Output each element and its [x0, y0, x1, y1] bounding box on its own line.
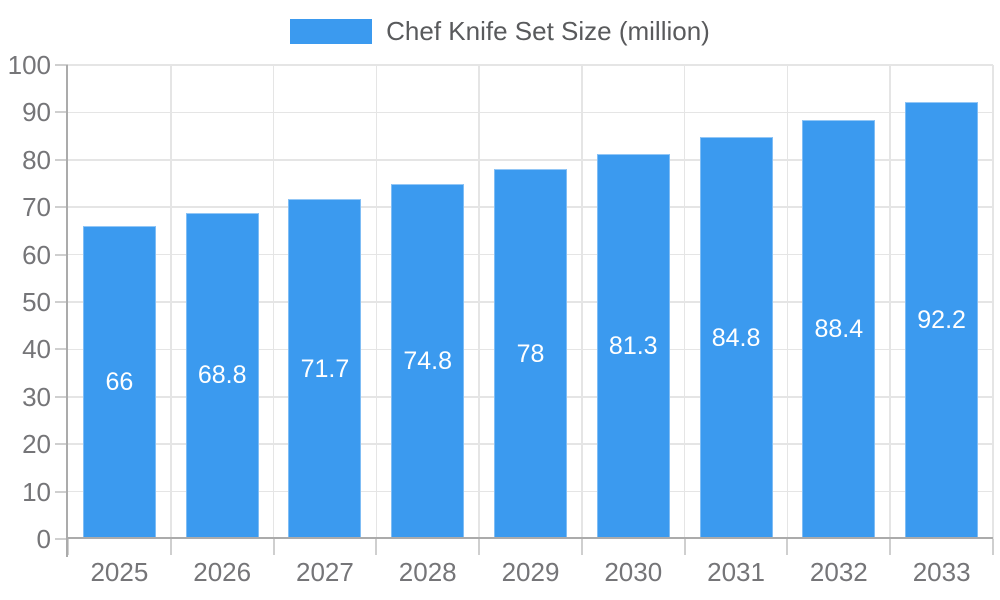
- x-axis-tick: [272, 539, 275, 555]
- bar-value-label: 74.8: [403, 347, 453, 376]
- y-axis-label: 20: [22, 429, 51, 460]
- bar-2031[interactable]: [699, 137, 773, 537]
- gridline-vertical: [272, 65, 275, 539]
- x-axis-tick: [889, 539, 892, 555]
- y-axis-tick: [55, 206, 68, 209]
- x-axis-tick: [580, 539, 583, 555]
- y-axis-label: 80: [22, 144, 51, 175]
- x-axis-category-label: 2031: [707, 557, 765, 587]
- y-axis-label: 40: [22, 334, 51, 365]
- gridline-vertical: [581, 65, 583, 539]
- legend: Chef Knife Set Size (million): [0, 16, 1000, 47]
- bar-value-label: 84.8: [711, 323, 761, 352]
- y-axis-tick: [55, 538, 68, 540]
- gridline-vertical: [478, 65, 480, 539]
- bar-value-label: 71.7: [300, 354, 350, 383]
- x-axis-tick: [992, 539, 994, 555]
- x-axis-category-label: 2026: [193, 557, 252, 587]
- bar-2026[interactable]: [185, 212, 259, 537]
- x-axis-category-label: 2030: [604, 557, 663, 587]
- y-axis-label: 30: [22, 381, 51, 412]
- gridline-vertical: [786, 65, 789, 539]
- y-axis-tick: [55, 443, 68, 446]
- legend-item[interactable]: Chef Knife Set Size (million): [290, 16, 710, 47]
- gridline-vertical: [683, 65, 686, 539]
- y-axis-label: 70: [22, 192, 51, 223]
- bar-2029[interactable]: [494, 169, 567, 537]
- bar-value-label: 66: [105, 368, 134, 397]
- x-axis-category-label: 2029: [501, 557, 560, 587]
- bar-value-label: 88.4: [814, 314, 864, 343]
- legend-swatch-icon: [290, 18, 373, 44]
- gridline-vertical: [375, 65, 378, 539]
- bar-value-label: 81.3: [608, 331, 658, 360]
- bar-2027[interactable]: [288, 199, 362, 537]
- bar-value-label: 78: [516, 339, 545, 368]
- y-axis-tick: [55, 64, 68, 66]
- y-axis-label: 10: [22, 476, 51, 507]
- gridline-horizontal: [68, 159, 993, 161]
- bar-2033[interactable]: [905, 101, 979, 537]
- y-axis-tick: [55, 348, 68, 351]
- gridline-horizontal: [68, 111, 993, 114]
- x-axis-tick: [169, 539, 172, 555]
- bar-2032[interactable]: [802, 119, 876, 537]
- legend-label: Chef Knife Set Size (million): [386, 15, 710, 46]
- gridline-vertical: [170, 65, 172, 539]
- y-axis-tick: [55, 301, 68, 303]
- bar-2030[interactable]: [596, 153, 670, 537]
- x-axis-category-label: 2028: [398, 557, 457, 587]
- y-axis-tick: [55, 158, 68, 161]
- x-axis-tick: [375, 539, 378, 555]
- x-axis-category-label: 2027: [296, 557, 354, 587]
- x-axis-category-label: 2032: [809, 557, 868, 587]
- y-axis-label: 90: [22, 97, 51, 128]
- x-axis-tick: [67, 539, 69, 555]
- y-axis-label: 0: [36, 524, 51, 554]
- bar-value-label: 92.2: [917, 305, 966, 334]
- y-axis-label: 50: [22, 287, 51, 317]
- x-axis-tick: [683, 539, 686, 555]
- x-axis-line: [68, 537, 993, 539]
- y-axis-tick: [55, 111, 68, 114]
- x-axis-category-label: 2033: [912, 557, 971, 587]
- y-axis-label: 60: [22, 239, 51, 270]
- y-axis-label: 100: [7, 50, 51, 80]
- y-axis-tick: [55, 395, 68, 398]
- bar-value-label: 68.8: [197, 361, 247, 390]
- x-axis-tick: [786, 539, 789, 555]
- gridline-vertical: [889, 65, 891, 539]
- bar-2028[interactable]: [391, 184, 465, 537]
- gridline-horizontal: [68, 64, 993, 66]
- y-axis-tick: [55, 490, 68, 493]
- x-axis-tick: [478, 539, 481, 555]
- gridline-vertical: [992, 65, 994, 539]
- x-axis-category-label: 2025: [90, 557, 149, 587]
- y-axis-line: [66, 65, 68, 557]
- bar-2025[interactable]: [82, 226, 156, 537]
- y-axis-tick: [55, 253, 68, 256]
